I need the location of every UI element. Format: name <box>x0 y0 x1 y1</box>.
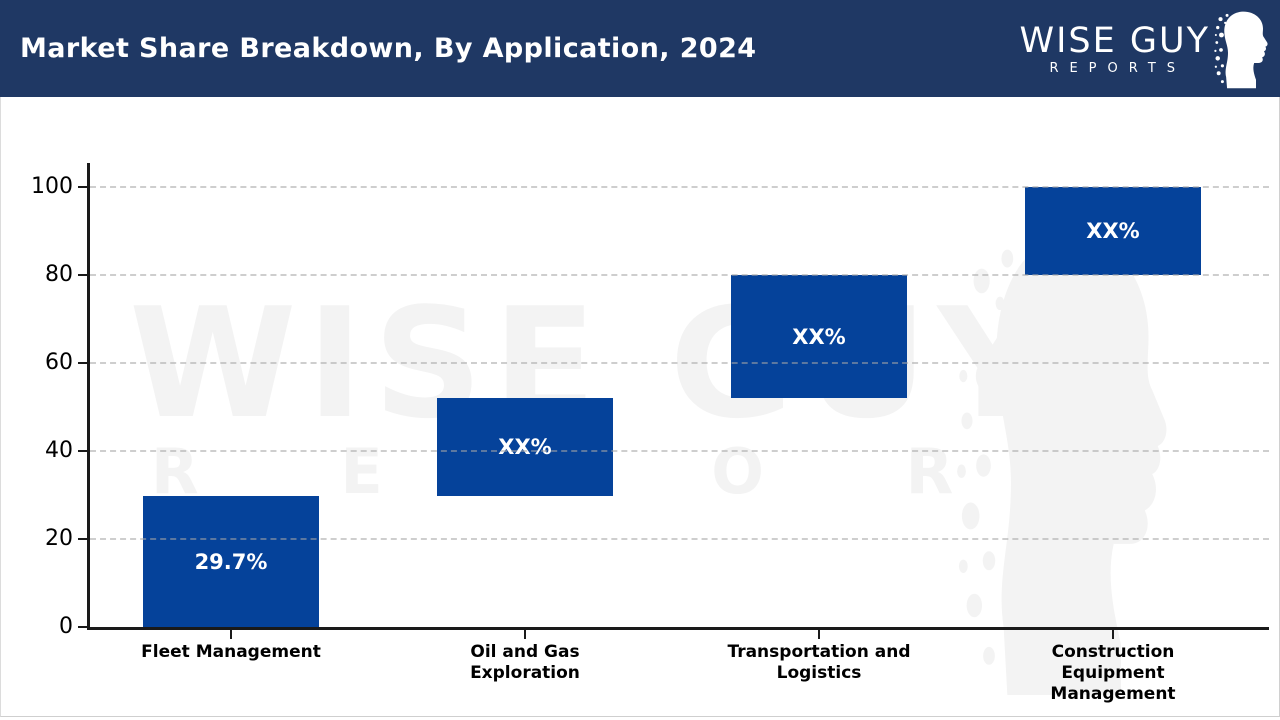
wise-guy-reports-logo: WISE GUY REPORTS <box>1019 8 1270 90</box>
logo-text: WISE GUY REPORTS <box>1019 22 1210 76</box>
logo-wordmark: WISE GUY <box>1019 21 1210 61</box>
bar-value-label: 29.7% <box>194 549 268 574</box>
bar-value-label: XX% <box>1086 219 1140 243</box>
waterfall-bar-2: XX% <box>437 398 613 497</box>
waterfall-bar-4: XX% <box>1025 187 1201 275</box>
header-bar: Market Share Breakdown, By Application, … <box>0 0 1280 97</box>
bar-value-label: XX% <box>792 324 846 349</box>
bar-value-label: XX% <box>498 435 552 460</box>
waterfall-bar-1: 29.7% <box>143 496 319 627</box>
head-profile-icon <box>1214 11 1268 89</box>
waterfall-bar-3: XX% <box>731 275 907 399</box>
chart-title: Market Share Breakdown, By Application, … <box>20 33 757 64</box>
bars-layer: 29.7% XX% XX% XX% <box>1 97 1279 716</box>
logo-subtitle: REPORTS <box>1049 61 1187 76</box>
